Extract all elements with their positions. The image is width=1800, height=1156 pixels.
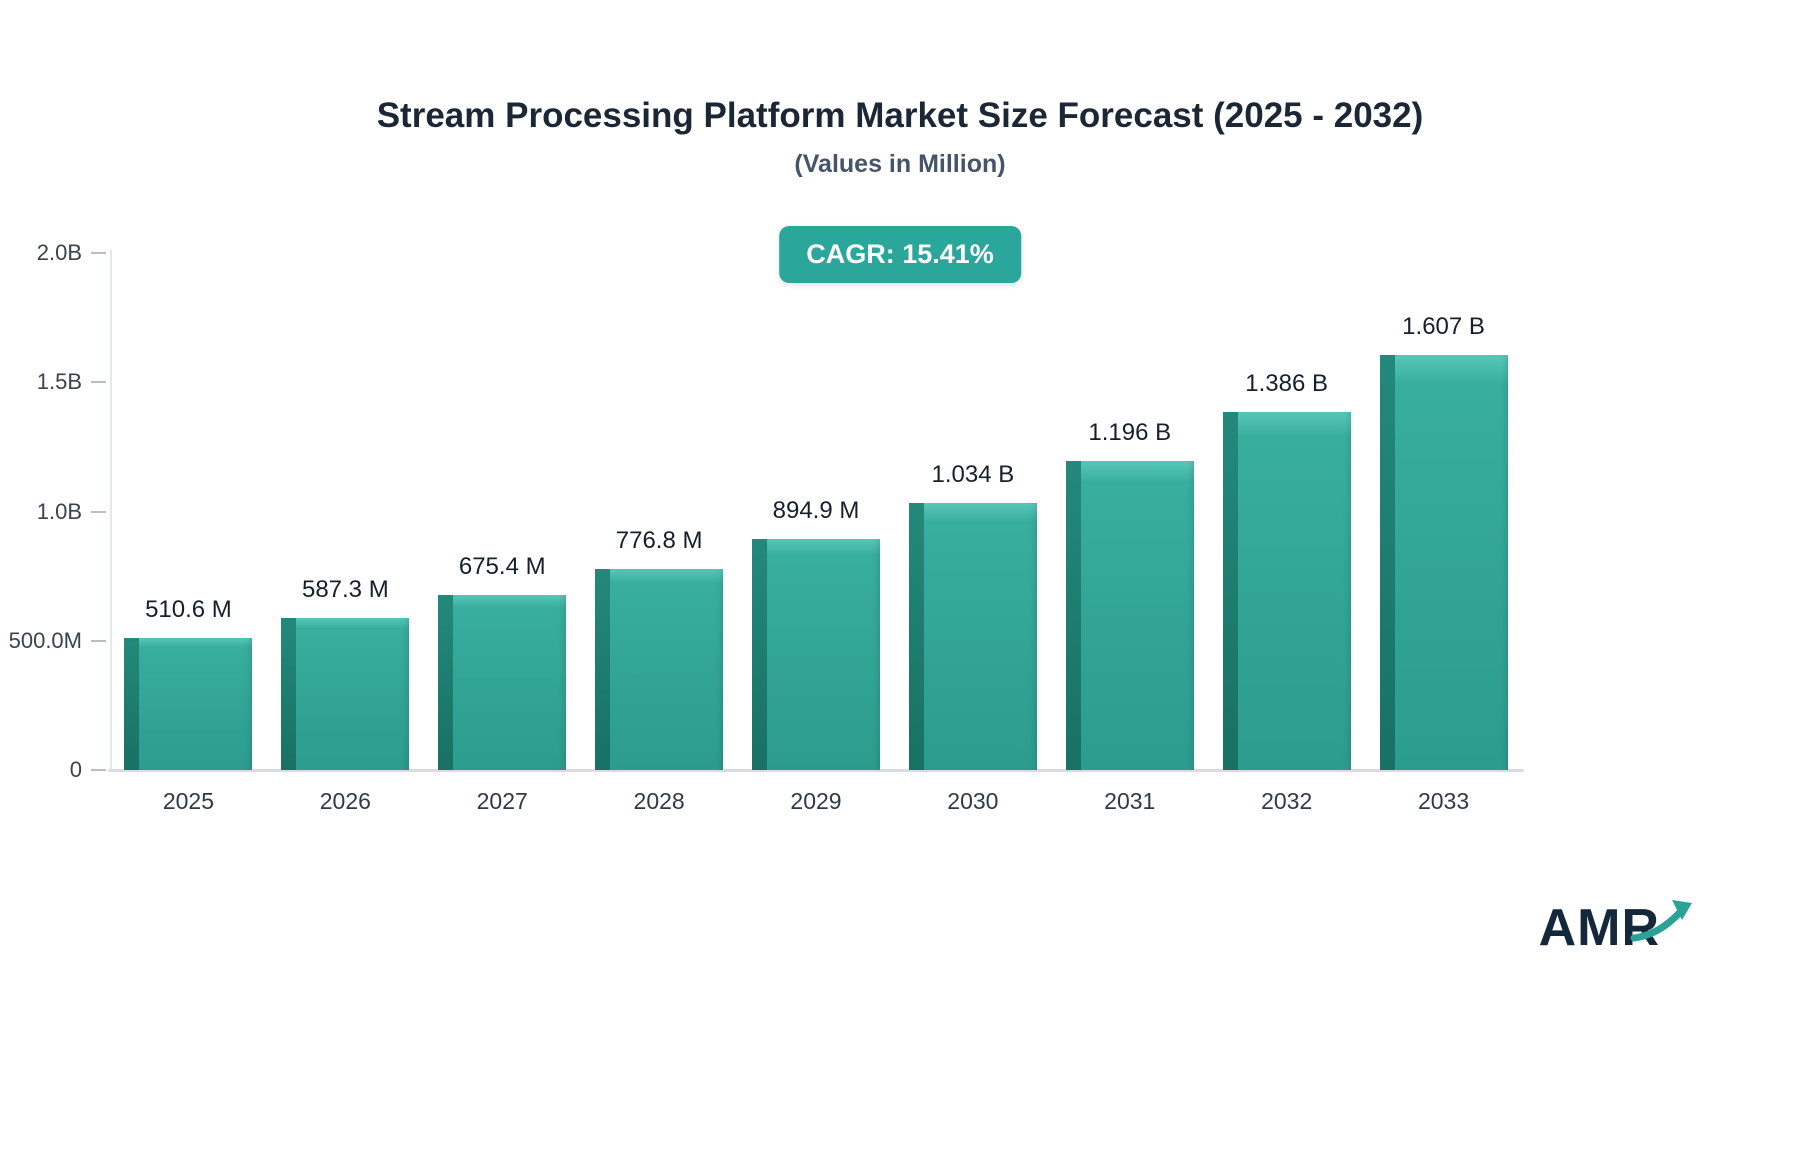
bar-2030 [908,502,1037,770]
x-axis-label: 2028 [633,788,685,814]
bar-body [296,618,410,770]
x-axis-label: 2027 [476,788,528,814]
bar-2033 [1379,354,1508,770]
y-axis-line [110,250,112,771]
bar-value-label: 1.196 B [1088,418,1172,446]
bar-2029 [752,538,880,770]
cagr-badge: CAGR: 15.41% [779,226,1021,283]
y-axis-tick-mark [91,510,106,513]
bar-side-face [1379,354,1395,770]
bar-2028 [595,569,724,770]
bar-2025 [124,638,253,770]
x-axis-label: 2031 [1104,788,1156,814]
amr-logo: AMR [1539,898,1696,958]
chart-title: Stream Processing Platform Market Size F… [376,96,1424,135]
bar-side-face [1065,460,1081,770]
bar-2032 [1222,411,1351,770]
bar-value-label: 1.386 B [1245,369,1329,397]
bar-value-label: 587.3 M [301,576,389,604]
x-axis-label: 2029 [790,788,842,814]
x-axis-baseline [108,769,1524,772]
y-axis-tick-mark [91,639,106,642]
y-axis-tick-mark [91,252,106,254]
bar-body [453,595,567,770]
bar-body [767,538,880,770]
bar-body [139,638,253,770]
bar-2026 [281,618,410,770]
y-axis-tick: 500.0M [0,628,106,654]
y-axis-tick: 1.0B [0,499,106,525]
bar-side-face [752,538,767,770]
bar-side-face [908,502,924,770]
y-axis-tick-label: 1.0B [36,498,82,524]
y-axis-tick-label: 2.0B [36,240,82,265]
bar-body [1080,460,1194,770]
bar-value-label: 894.9 M [772,496,860,524]
growth-arrow-icon [1630,900,1692,942]
y-axis-tick: 2.0B [0,240,106,266]
bar-side-face [438,595,454,770]
bar-side-face [595,569,611,770]
y-axis-tick: 0 [0,757,106,783]
bar-value-label: 510.6 M [145,596,232,623]
amr-logo-text: AMR [1538,899,1660,957]
bar-body [1394,354,1508,770]
y-axis-tick-mark [91,381,106,384]
bar-body [923,502,1037,770]
x-axis-label: 2033 [1417,788,1470,814]
bar-value-label: 675.4 M [458,553,546,581]
x-axis-label: 2025 [162,788,215,814]
y-axis-tick: 1.5B [0,369,106,395]
y-axis-tick-label: 500.0M [8,627,82,653]
bar-2031 [1065,460,1194,770]
x-axis-label: 2032 [1261,788,1313,814]
x-axis-label: 2026 [319,788,371,814]
y-axis-tick-label: 1.5B [36,369,82,395]
bar-value-label: 1.607 B [1402,312,1485,340]
bar-2027 [438,595,567,770]
bar-value-label: 776.8 M [615,527,703,555]
y-axis-tick-mark [91,769,106,771]
bar-value-label: 1.034 B [931,460,1015,488]
bar-body [610,569,724,770]
x-axis-label: 2030 [947,788,999,814]
chart-subtitle: (Values in Million) [794,150,1006,178]
bar-side-face [1222,411,1238,770]
bar-side-face [124,638,140,770]
y-axis-tick-label: 0 [69,757,82,782]
bar-side-face [281,618,297,770]
bar-body [1237,411,1351,770]
